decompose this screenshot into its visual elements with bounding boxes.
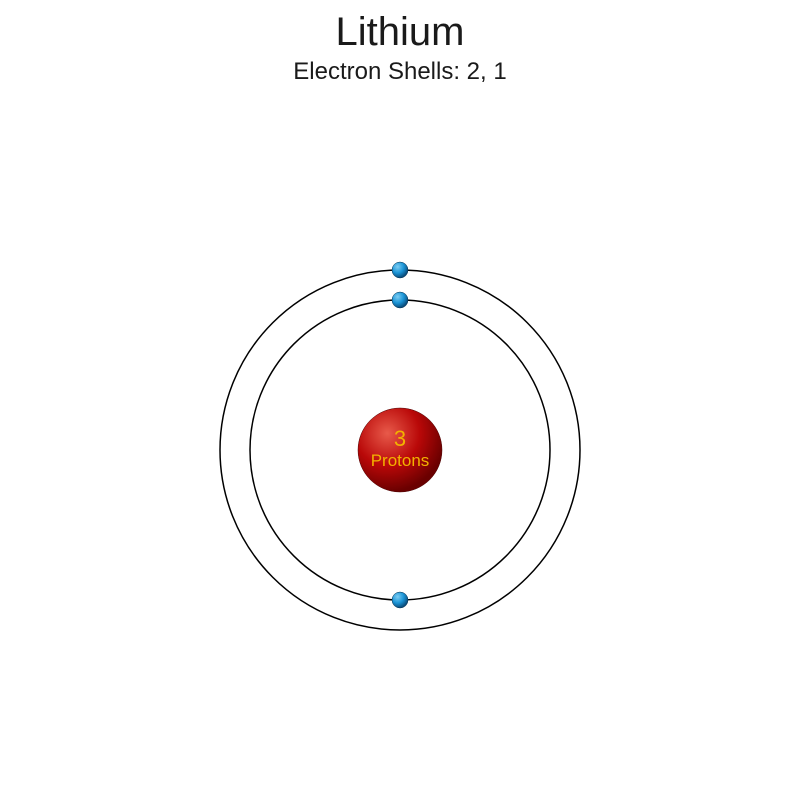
atom-svg: 3Protons [0, 0, 800, 800]
electron-icon [392, 292, 408, 308]
nucleus-number: 3 [394, 426, 406, 451]
nucleus-group: 3Protons [358, 408, 442, 492]
nucleus-label: Protons [371, 451, 430, 470]
electron-icon [392, 262, 408, 278]
atom-diagram-container: Lithium Electron Shells: 2, 1 3Protons [0, 0, 800, 800]
electron-icon [392, 592, 408, 608]
